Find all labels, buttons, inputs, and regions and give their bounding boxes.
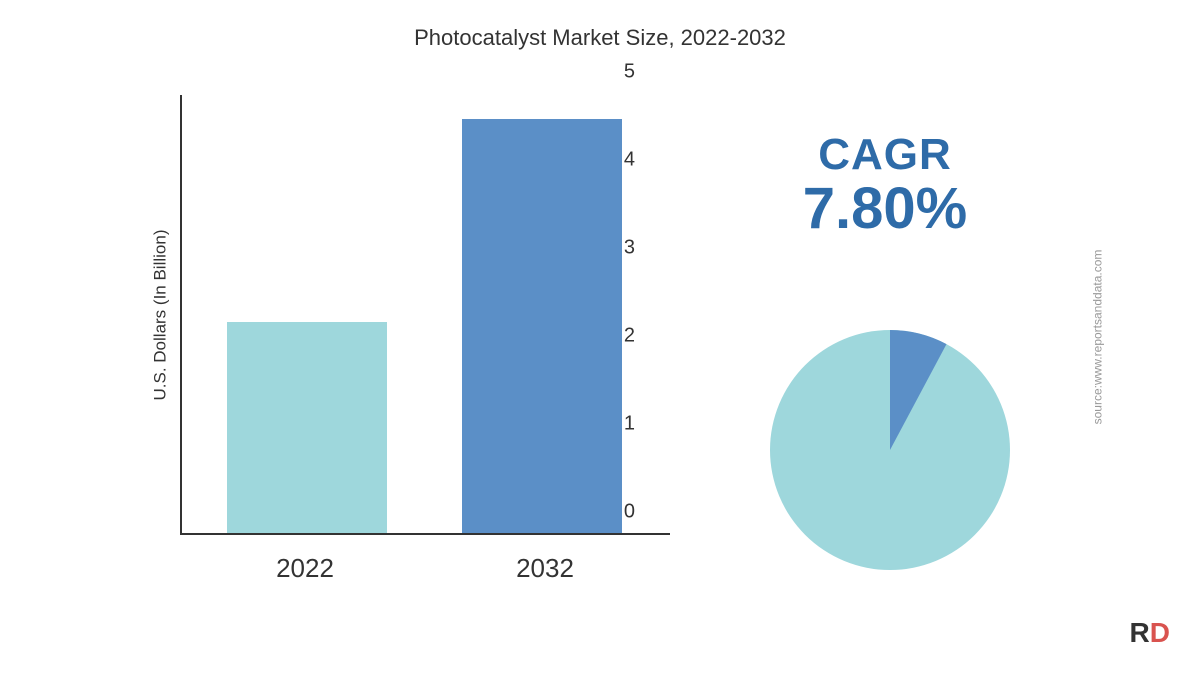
x-tick: 2032 <box>516 553 574 584</box>
cagr-area: CAGR 7.80% <box>710 130 1060 242</box>
cagr-value: 7.80% <box>710 175 1060 242</box>
main-container: Photocatalyst Market Size, 2022-2032 U.S… <box>0 0 1200 674</box>
cagr-label: CAGR <box>710 130 1060 180</box>
source-text: source:www.reportsanddata.com <box>1091 250 1105 425</box>
x-tick: 2022 <box>276 553 334 584</box>
y-tick: 5 <box>624 61 635 84</box>
bar-2032 <box>462 119 622 533</box>
bar-2022 <box>227 322 387 533</box>
logo-d: D <box>1150 617 1170 648</box>
logo: RD <box>1130 617 1170 649</box>
y-axis-label: U.S. Dollars (In Billion) <box>151 230 171 401</box>
chart-title: Photocatalyst Market Size, 2022-2032 <box>414 25 786 51</box>
plot-area <box>180 95 670 535</box>
logo-r: R <box>1130 617 1150 648</box>
bar-chart-area: U.S. Dollars (In Billion) 0 1 2 3 4 5 20… <box>150 95 670 535</box>
pie-chart <box>770 330 1010 570</box>
